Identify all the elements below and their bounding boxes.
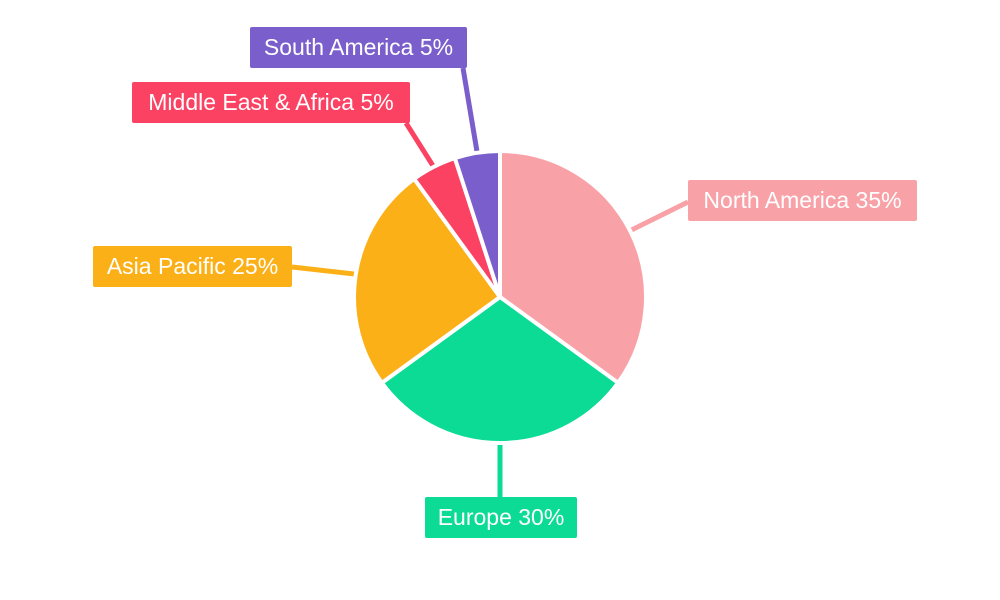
leader-line-south-america bbox=[460, 67, 480, 154]
leader-line-asia-pacific bbox=[291, 264, 357, 277]
pie-slice-asia-pacific[interactable] bbox=[352, 176, 502, 385]
leader-lines-layer bbox=[291, 67, 690, 497]
pie-slice-south-america[interactable] bbox=[452, 149, 502, 299]
pie-slice-europe[interactable] bbox=[379, 295, 621, 446]
leader-line-middle-east-africa bbox=[403, 121, 436, 169]
pie-slice-north-america[interactable] bbox=[498, 149, 648, 385]
leader-line-north-america bbox=[628, 199, 690, 233]
slices-layer bbox=[352, 149, 648, 446]
